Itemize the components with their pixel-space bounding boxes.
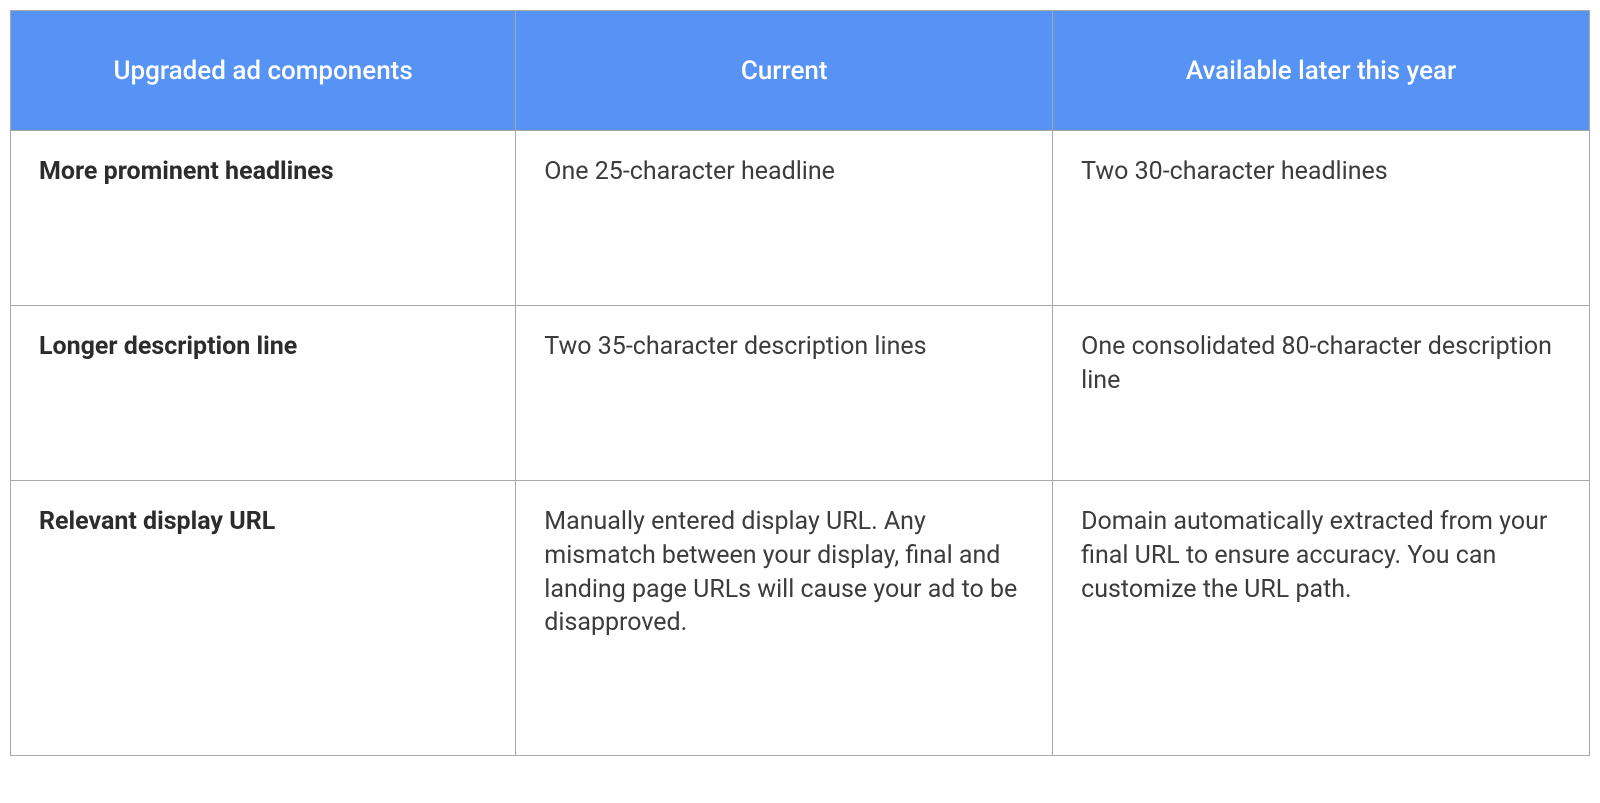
col-header-current: Current [516,11,1053,131]
row-later: Domain automatically extracted from your… [1053,481,1590,756]
row-label: More prominent headlines [11,131,516,306]
col-header-later: Available later this year [1053,11,1590,131]
table-row: More prominent headlines One 25-characte… [11,131,1590,306]
table-header-row: Upgraded ad components Current Available… [11,11,1590,131]
table-row: Relevant display URL Manually entered di… [11,481,1590,756]
ad-components-table: Upgraded ad components Current Available… [10,10,1590,756]
row-later: One consolidated 80-character descriptio… [1053,306,1590,481]
col-header-upgraded: Upgraded ad components [11,11,516,131]
table-row: Longer description line Two 35-character… [11,306,1590,481]
row-label: Longer description line [11,306,516,481]
row-later: Two 30-character headlines [1053,131,1590,306]
row-current: Two 35-character description lines [516,306,1053,481]
row-label: Relevant display URL [11,481,516,756]
row-current: Manually entered display URL. Any mismat… [516,481,1053,756]
row-current: One 25-character headline [516,131,1053,306]
